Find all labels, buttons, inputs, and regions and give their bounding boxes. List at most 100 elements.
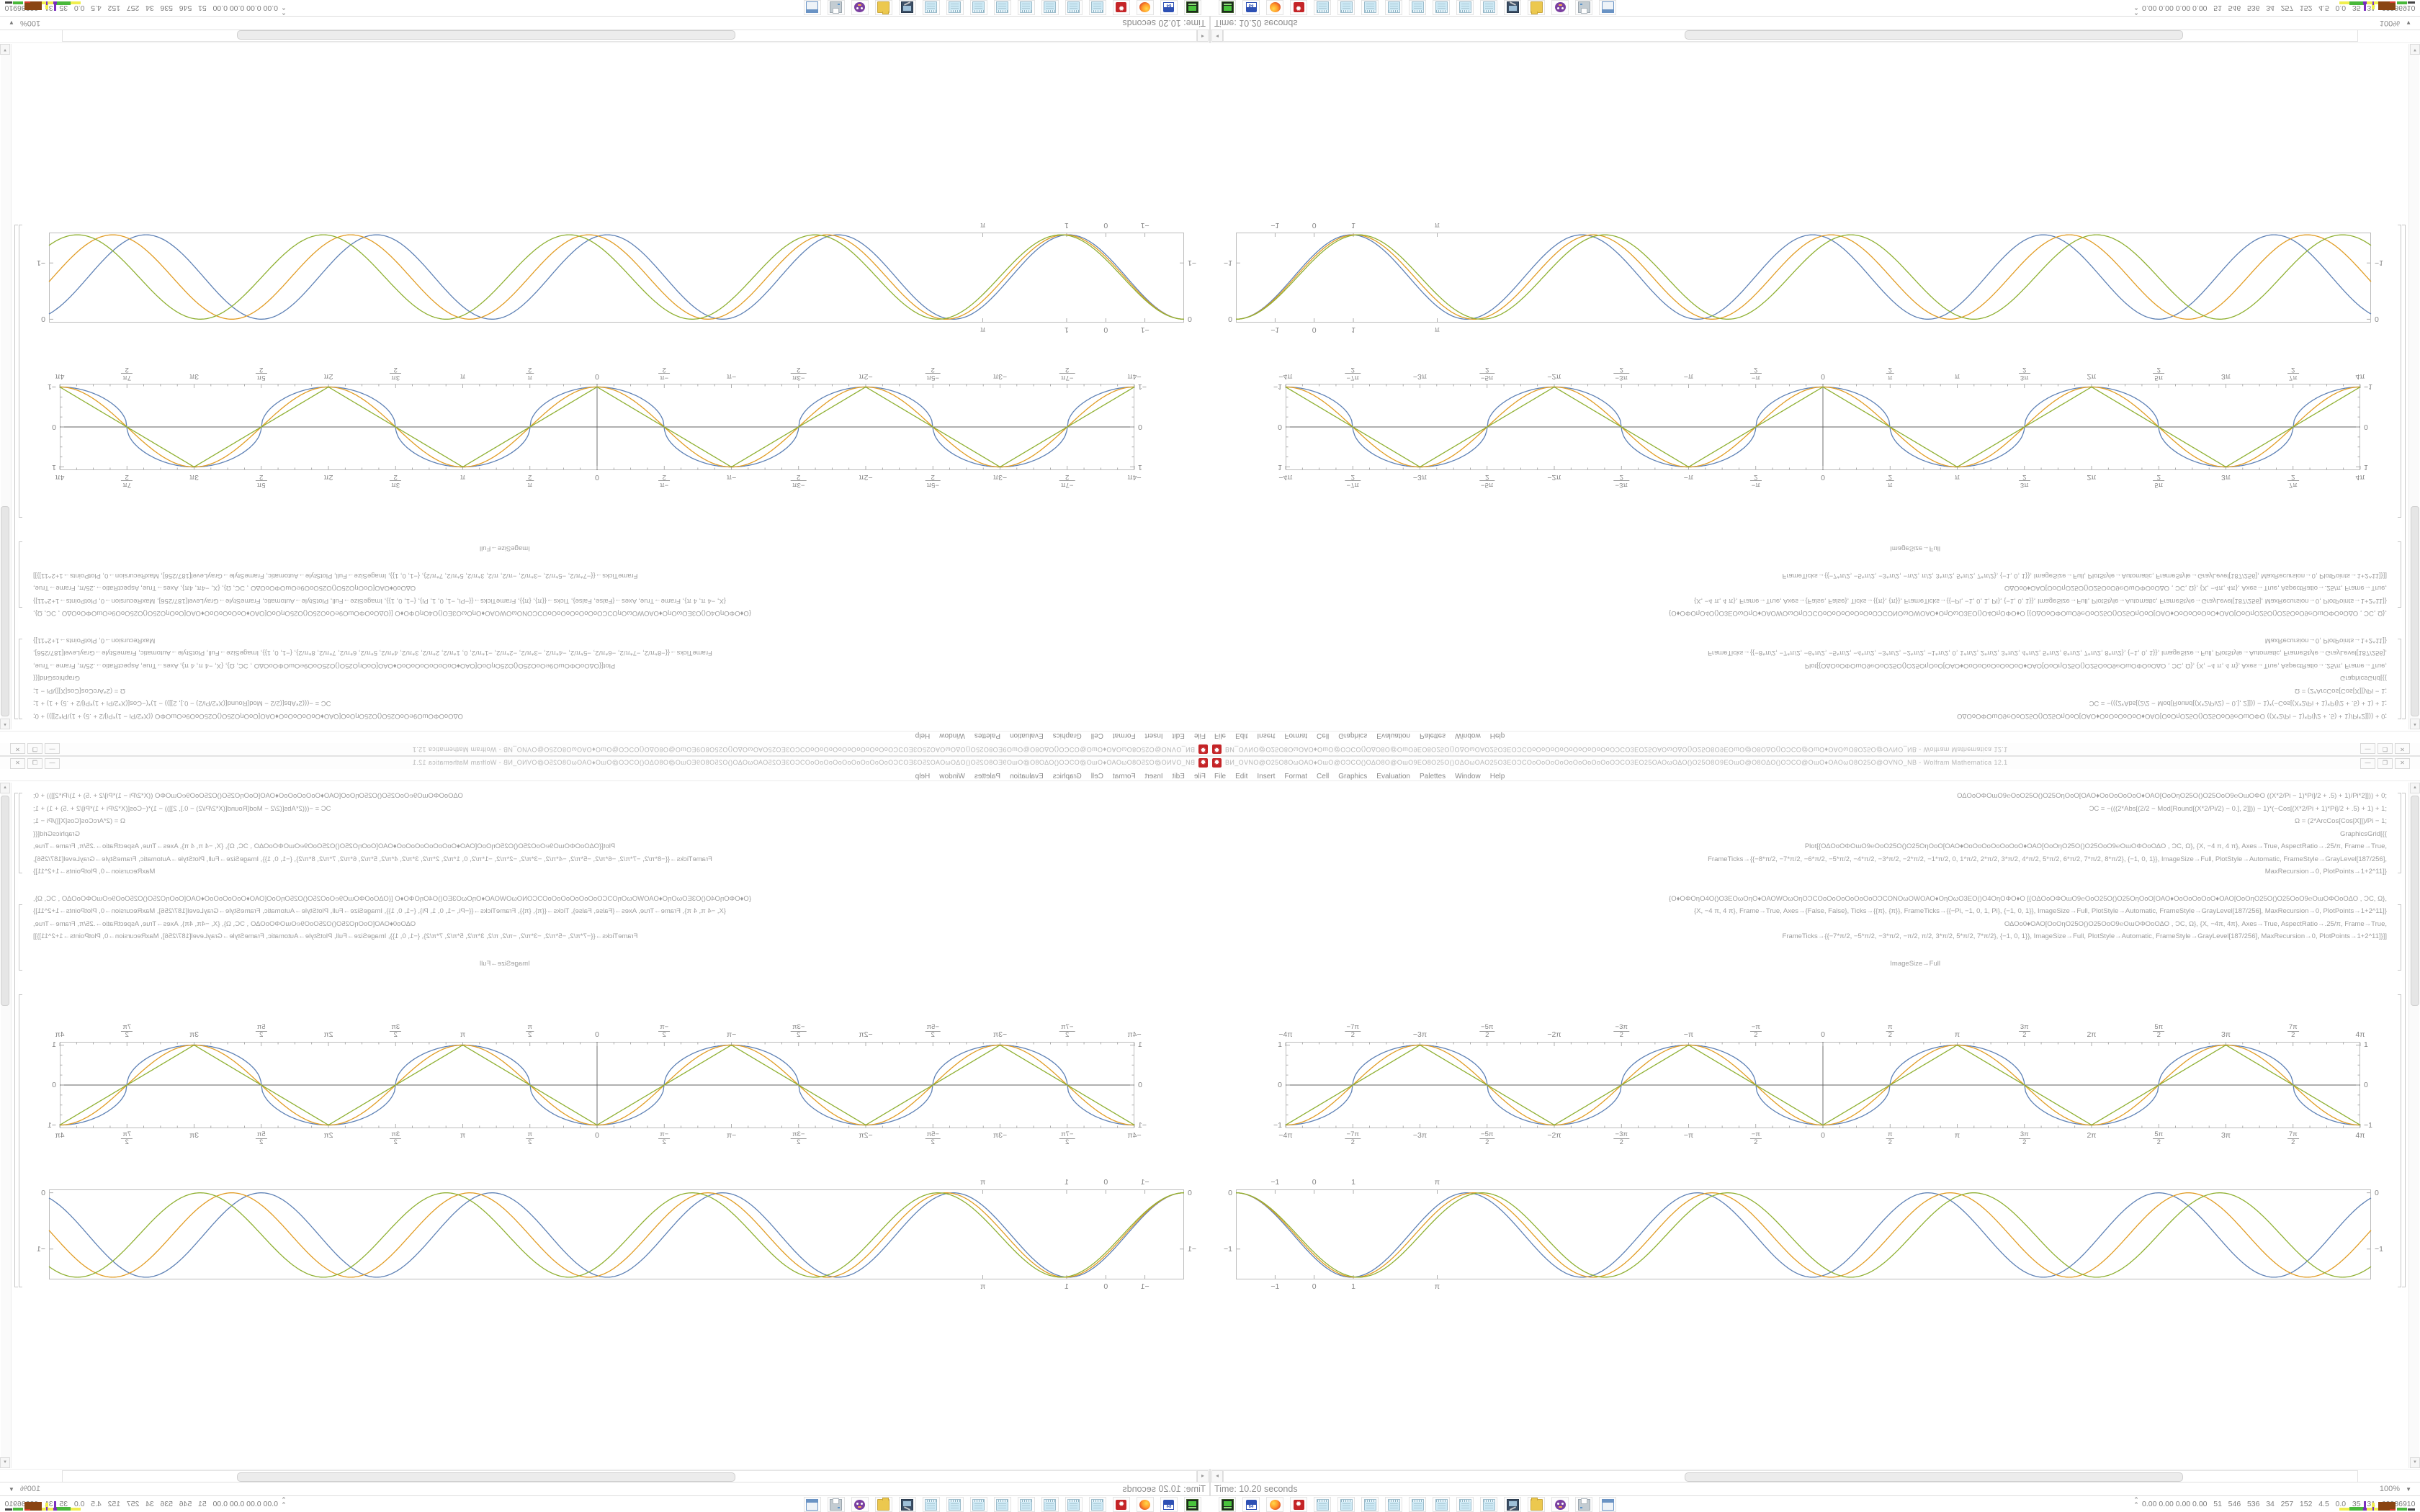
menu-item-evaluation[interactable]: Evaluation xyxy=(1010,732,1044,739)
menu-item-palettes[interactable]: Palettes xyxy=(1420,732,1446,739)
taskbar-item-folder[interactable] xyxy=(1528,1497,1545,1512)
menu-item-file[interactable]: File xyxy=(1214,773,1227,780)
vertical-scroll-thumb[interactable] xyxy=(1,506,9,716)
taskbar-item-notepad[interactable] xyxy=(1385,1497,1402,1512)
cell-bracket-in1[interactable] xyxy=(2398,793,2401,873)
taskbar-item-notepad[interactable] xyxy=(970,1497,987,1512)
taskbar-item-mathematica-spikey[interactable]: ✹ xyxy=(1113,0,1130,15)
taskbar-item-monitor-wrench[interactable] xyxy=(899,1497,916,1512)
menu-item-graphics[interactable]: Graphics xyxy=(1338,732,1368,739)
taskbar-item-firefox[interactable] xyxy=(1137,0,1154,15)
horizontal-scroll-thumb[interactable] xyxy=(1685,30,2183,40)
taskbar-item-notepad[interactable] xyxy=(994,1497,1011,1512)
taskbar-item-notepad[interactable] xyxy=(923,1497,940,1512)
cell-bracket-out[interactable] xyxy=(19,225,22,518)
taskbar-item-window-frame[interactable] xyxy=(804,0,821,15)
taskbar-item-folder[interactable] xyxy=(875,0,892,15)
taskbar-item-notepad[interactable] xyxy=(1065,0,1083,15)
magnification-dropdown[interactable]: 100% xyxy=(2379,1485,2400,1493)
taskbar-item-notepad[interactable] xyxy=(1409,1497,1426,1512)
taskbar-item-window-frame[interactable] xyxy=(1599,0,1616,15)
code-cell-3[interactable]: ImageSize→Full xyxy=(33,542,1188,555)
menu-item-cell[interactable]: Cell xyxy=(1317,732,1330,739)
scroll-up-icon[interactable]: ▲ xyxy=(2410,783,2420,793)
cell-bracket-group[interactable] xyxy=(14,793,18,1287)
vertical-scroll-thumb[interactable] xyxy=(2411,506,2419,716)
restore-button[interactable]: ❐ xyxy=(27,743,42,754)
menu-item-insert[interactable]: Insert xyxy=(1144,773,1163,780)
menu-item-format[interactable]: Format xyxy=(1284,732,1308,739)
cell-bracket-in1[interactable] xyxy=(2398,639,2401,719)
menu-item-format[interactable]: Format xyxy=(1112,732,1136,739)
taskbar-item-notepad[interactable] xyxy=(923,0,940,15)
menu-item-palettes[interactable]: Palettes xyxy=(974,732,1000,739)
code-cell-3[interactable]: ImageSize→Full xyxy=(33,958,1188,971)
taskbar-item-mathematica-spikey[interactable]: ✹ xyxy=(1290,0,1307,15)
taskbar-item-notepad[interactable] xyxy=(1361,0,1379,15)
scroll-left-icon[interactable]: ◂ xyxy=(1211,30,1223,42)
minimize-button[interactable]: — xyxy=(2360,758,2375,769)
taskbar-item-notepad[interactable] xyxy=(1433,0,1450,15)
taskbar-item-notepad[interactable] xyxy=(1409,0,1426,15)
code-cells[interactable]: ΟΔΟοΟΦΟɯΟ9℮ΟοΟ25Ο()Ο25ΟηΟοΟ[ΟΑΟ♦ΟοΟοΟοΟο… xyxy=(1232,790,2387,984)
magnification-dropdown[interactable]: 100% xyxy=(20,19,41,27)
vertical-scrollbar[interactable]: ▲ ▼ xyxy=(0,44,12,729)
close-button[interactable]: ✕ xyxy=(10,743,25,754)
code-cell-2[interactable]: {Ο♦ΟΦΟηΟ4Ο()Ο3ΕΟωΟηΟ♦ΟΑΟWΟωΟηΟƆϹΟοΟοΟοΟο… xyxy=(1232,570,2387,620)
menu-item-window[interactable]: Window xyxy=(1455,732,1481,739)
scroll-down-icon[interactable]: ▼ xyxy=(2410,44,2420,55)
cell-bracket-out[interactable] xyxy=(2398,225,2401,518)
taskbar-item-floppy-64[interactable]: 64 xyxy=(1160,0,1178,15)
magnification-dropdown[interactable]: 100% xyxy=(2379,19,2400,27)
taskbar-item-notepad[interactable] xyxy=(1480,0,1497,15)
taskbar-item-folder[interactable] xyxy=(1528,0,1545,15)
menu-item-cell[interactable]: Cell xyxy=(1317,773,1330,780)
scroll-down-icon[interactable]: ▼ xyxy=(2410,1457,2420,1468)
horizontal-scroll-thumb[interactable] xyxy=(237,1472,735,1482)
taskbar-item-notepad[interactable] xyxy=(1018,1497,1035,1512)
taskbar-item-notepad[interactable] xyxy=(1041,0,1059,15)
menu-item-edit[interactable]: Edit xyxy=(1235,732,1248,739)
taskbar-item-notepad[interactable] xyxy=(1314,0,1331,15)
magnification-caret-icon[interactable]: ▼ xyxy=(9,19,14,26)
taskbar-item-notepad[interactable] xyxy=(1018,0,1035,15)
window-titlebar[interactable]: ✹ BИ_ΟVΝΟ@Ο25Ο8ΟωΟΑΟ♦ΟɯΟ@ΟƆϹΟ()ΟΔΟ8Ο@ΟɯΟ… xyxy=(0,743,1210,755)
chevron-up-icon[interactable]: ⌃ ⌃ xyxy=(281,4,287,16)
menu-item-help[interactable]: Help xyxy=(915,773,931,780)
taskbar-item-green-drive[interactable] xyxy=(1219,0,1236,15)
taskbar-item-floppy-64[interactable]: 64 xyxy=(1242,1497,1260,1512)
close-button[interactable]: ✕ xyxy=(10,758,25,769)
taskbar-item-notepad[interactable] xyxy=(946,0,964,15)
code-cell-1[interactable]: ΟΔΟοΟΦΟɯΟ9℮ΟοΟ25Ο()Ο25ΟηΟοΟ[ΟΑΟ♦ΟοΟοΟοΟο… xyxy=(33,790,1188,878)
cell-bracket-out[interactable] xyxy=(2398,994,2401,1287)
taskbar-item-notepad[interactable] xyxy=(1337,0,1355,15)
chevron-up-icon[interactable]: ⌃ ⌃ xyxy=(2133,1496,2139,1508)
taskbar-item-firefox[interactable] xyxy=(1266,0,1283,15)
taskbar-item-printer-doc[interactable] xyxy=(1575,1497,1592,1512)
taskbar-item-notepad[interactable] xyxy=(946,1497,964,1512)
cell-bracket-in2[interactable] xyxy=(2398,904,2401,971)
horizontal-scroll-track[interactable] xyxy=(1223,1470,2358,1482)
menu-item-window[interactable]: Window xyxy=(939,773,965,780)
cell-bracket-out[interactable] xyxy=(19,994,22,1287)
vertical-scrollbar[interactable]: ▲ ▼ xyxy=(0,783,12,1468)
taskbar-item-notepad[interactable] xyxy=(1065,1497,1083,1512)
menu-item-format[interactable]: Format xyxy=(1284,773,1308,780)
code-cells[interactable]: ΟΔΟοΟΦΟɯΟ9℮ΟοΟ25Ο()Ο25ΟηΟοΟ[ΟΑΟ♦ΟοΟοΟοΟο… xyxy=(33,790,1188,984)
code-cell-2[interactable]: {Ο♦ΟΦΟηΟ4Ο()Ο3ΕΟωΟηΟ♦ΟΑΟWΟωΟηΟƆϹΟοΟοΟοΟο… xyxy=(33,893,1188,943)
cell-bracket-in2[interactable] xyxy=(19,904,22,971)
taskbar-item-notepad[interactable] xyxy=(1385,0,1402,15)
taskbar-item-notepad[interactable] xyxy=(1337,1497,1355,1512)
taskbar-item-printer-doc[interactable] xyxy=(828,0,845,15)
taskbar-item-window-frame[interactable] xyxy=(804,1497,821,1512)
scroll-up-icon[interactable]: ▲ xyxy=(0,783,10,793)
magnification-dropdown[interactable]: 100% xyxy=(20,1485,41,1493)
horizontal-scroll-thumb[interactable] xyxy=(1685,1472,2183,1482)
taskbar-item-green-drive[interactable] xyxy=(1184,0,1201,15)
horizontal-scroll-thumb[interactable] xyxy=(237,30,735,40)
taskbar-item-floppy-64[interactable]: 64 xyxy=(1242,0,1260,15)
horizontal-scroll-track[interactable] xyxy=(62,30,1197,42)
vertical-scroll-thumb[interactable] xyxy=(2411,796,2419,1006)
code-cell-2[interactable]: {Ο♦ΟΦΟηΟ4Ο()Ο3ΕΟωΟηΟ♦ΟΑΟWΟωΟηΟƆϹΟοΟοΟοΟο… xyxy=(33,570,1188,620)
taskbar-item-ghost[interactable] xyxy=(851,0,869,15)
